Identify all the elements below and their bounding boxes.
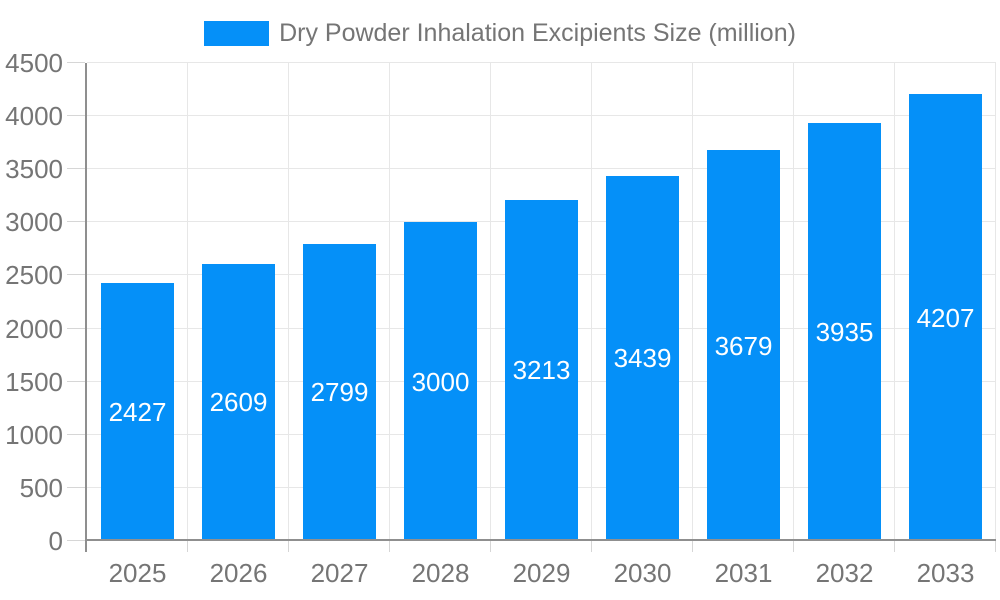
x-axis-label: 2029	[512, 557, 571, 588]
bar[interactable]	[303, 244, 376, 541]
legend-swatch-icon	[204, 20, 270, 46]
y-tick	[67, 62, 85, 63]
v-gridline	[288, 63, 289, 541]
y-axis-line	[85, 63, 87, 552]
x-axis-label: 2027	[310, 557, 369, 588]
x-axis-label: 2026	[209, 557, 268, 588]
bar-value-label: 2427	[108, 396, 167, 427]
x-tick	[288, 541, 289, 552]
y-tick	[67, 274, 85, 275]
y-axis-label: 3000	[5, 206, 63, 237]
x-axis-label: 2028	[411, 557, 470, 588]
y-tick	[67, 221, 85, 222]
v-gridline	[490, 63, 491, 541]
legend-label: Dry Powder Inhalation Excipients Size (m…	[279, 19, 796, 47]
y-axis-label: 2500	[5, 259, 63, 290]
x-axis-label: 2031	[714, 557, 773, 588]
bar-value-label: 4207	[916, 302, 975, 333]
y-tick	[67, 115, 85, 116]
legend[interactable]: Dry Powder Inhalation Excipients Size (m…	[0, 19, 1000, 47]
y-tick	[67, 540, 85, 541]
x-tick	[793, 541, 794, 552]
x-tick	[591, 541, 592, 552]
x-tick	[894, 541, 895, 552]
v-gridline	[591, 63, 592, 541]
bar-value-label: 2609	[209, 386, 268, 417]
bar-value-label: 3213	[512, 354, 571, 385]
bar[interactable]	[606, 176, 679, 541]
h-gridline	[87, 115, 996, 116]
y-axis-label: 3500	[5, 153, 63, 184]
bar[interactable]	[909, 94, 982, 541]
y-axis-label: 500	[19, 472, 63, 503]
y-tick	[67, 328, 85, 329]
v-gridline	[187, 63, 188, 541]
x-tick	[995, 541, 996, 552]
y-axis-label: 0	[48, 525, 63, 556]
y-axis-label: 4500	[5, 47, 63, 78]
bar[interactable]	[101, 283, 174, 541]
y-axis-label: 1000	[5, 419, 63, 450]
bar[interactable]	[202, 264, 275, 541]
x-tick	[692, 541, 693, 552]
bar[interactable]	[404, 222, 477, 541]
bar[interactable]	[808, 123, 881, 541]
bar-value-label: 3679	[714, 330, 773, 361]
x-tick	[187, 541, 188, 552]
v-gridline	[793, 63, 794, 541]
h-gridline	[87, 168, 996, 169]
bar-value-label: 3439	[613, 342, 672, 373]
bar[interactable]	[505, 200, 578, 541]
x-axis-label: 2033	[916, 557, 975, 588]
y-tick	[67, 487, 85, 488]
v-gridline	[389, 63, 390, 541]
v-gridline	[692, 63, 693, 541]
bar-value-label: 3935	[815, 316, 874, 347]
y-tick	[67, 434, 85, 435]
bar-value-label: 2799	[310, 376, 369, 407]
v-gridline	[894, 63, 895, 541]
y-axis-label: 2000	[5, 313, 63, 344]
bar[interactable]	[707, 150, 780, 541]
y-tick	[67, 381, 85, 382]
x-axis-line	[85, 539, 996, 541]
x-axis-label: 2025	[108, 557, 167, 588]
bar-value-label: 3000	[411, 366, 470, 397]
x-tick	[389, 541, 390, 552]
y-axis-label: 1500	[5, 366, 63, 397]
x-axis-label: 2030	[613, 557, 672, 588]
x-axis-label: 2032	[815, 557, 874, 588]
x-tick	[490, 541, 491, 552]
y-axis-label: 4000	[5, 100, 63, 131]
h-gridline	[87, 62, 996, 63]
v-gridline	[995, 63, 996, 541]
y-tick	[67, 168, 85, 169]
